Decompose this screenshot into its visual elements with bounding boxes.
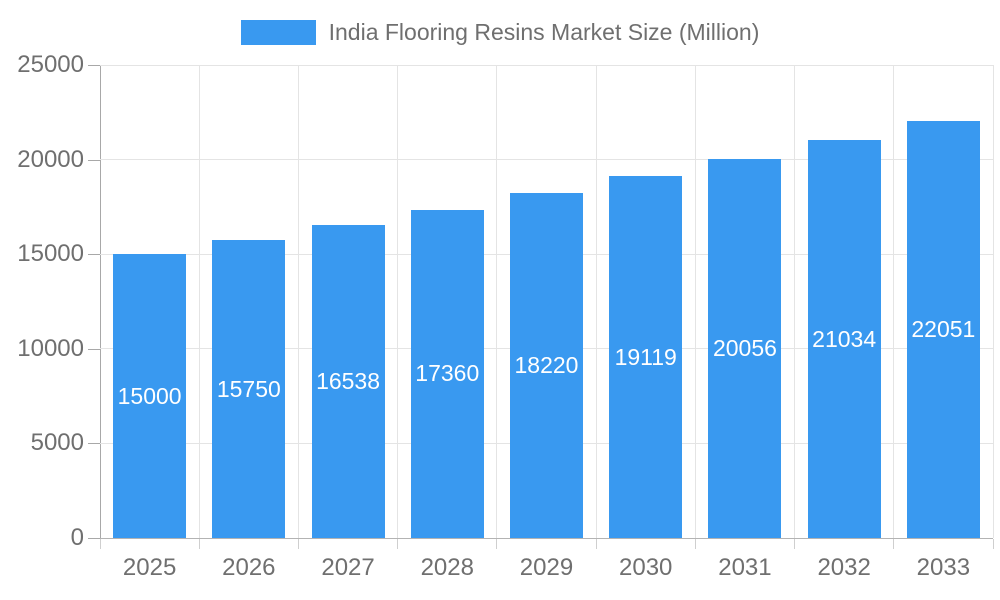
legend-label: India Flooring Resins Market Size (Milli… [328, 19, 760, 45]
y-axis-line [100, 65, 101, 548]
y-tick-10000 [88, 348, 100, 350]
x-axis-label-2028: 2028 [420, 554, 474, 581]
x-tick-3 [397, 539, 399, 549]
x-axis-label-2031: 2031 [718, 554, 772, 581]
x-axis-label-2025: 2025 [122, 554, 177, 581]
y-axis-label-15000: 15000 [17, 240, 84, 268]
bar-2026: 15750 [212, 240, 286, 538]
y-tick-20000 [88, 159, 100, 161]
y-axis-label-0: 0 [70, 524, 84, 551]
x-axis-label-2027: 2027 [321, 554, 375, 581]
plot-area: 15000 15750 16538 17360 18220 19119 20056 21034… [100, 64, 994, 538]
bar-value-label-2029: 18220 [514, 352, 579, 379]
y-tick-0 [88, 538, 100, 539]
x-tick-6 [694, 539, 696, 549]
bar-value-label-2033: 22051 [911, 315, 976, 342]
y-axis-label-5000: 5000 [30, 429, 84, 457]
x-tick-4 [496, 539, 498, 549]
bar-2027: 16538 [311, 225, 385, 538]
bar-value-label-2032: 21034 [812, 325, 877, 352]
y-tick-5000 [88, 443, 100, 445]
x-tick-1 [198, 539, 200, 549]
gridline-x-7 [794, 65, 796, 538]
gridline-x-3 [397, 65, 399, 538]
x-tick-0 [99, 539, 101, 549]
bar-2029: 18220 [510, 193, 583, 538]
x-tick-8 [893, 539, 895, 549]
y-tick-25000 [88, 65, 100, 66]
x-axis-label-2030: 2030 [619, 554, 673, 581]
bar-2033: 22051 [906, 120, 980, 538]
y-axis-label-10000: 10000 [17, 334, 84, 362]
x-axis-label-2033: 2033 [916, 554, 971, 581]
bar-value-label-2027: 16538 [316, 368, 381, 395]
bar-value-label-2030: 19119 [614, 343, 677, 370]
gridline-y-25000 [100, 64, 993, 66]
y-axis-label-25000: 25000 [17, 51, 84, 78]
y-axis-label-20000: 20000 [17, 145, 84, 173]
gridline-x-1 [198, 65, 200, 538]
x-tick-5 [595, 539, 597, 549]
bar-2030: 19119 [609, 176, 683, 538]
chart-legend[interactable]: India Flooring Resins Market Size (Milli… [0, 20, 1000, 45]
gridline-x-5 [595, 65, 597, 538]
bar-value-label-2031: 20056 [712, 334, 777, 361]
bar-2025: 15000 [113, 254, 187, 538]
legend-swatch-icon [240, 20, 316, 45]
x-axis-line [100, 538, 993, 539]
y-tick-15000 [88, 254, 100, 256]
x-axis-label-2032: 2032 [817, 554, 871, 581]
bar-value-label-2026: 15750 [216, 375, 281, 402]
gridline-y-20000 [100, 159, 993, 161]
bar-2031: 20056 [708, 158, 782, 538]
gridline-x-4 [496, 65, 498, 538]
gridline-x-9 [992, 65, 994, 538]
x-tick-9 [992, 539, 994, 549]
bar-2028: 17360 [410, 209, 484, 538]
x-axis-label-2026: 2026 [222, 554, 276, 581]
gridline-x-8 [893, 65, 895, 538]
bar-value-label-2025: 15000 [117, 382, 182, 409]
gridline-x-2 [297, 65, 299, 538]
x-tick-7 [794, 539, 796, 549]
x-tick-2 [297, 539, 299, 549]
bar-2032: 21034 [807, 140, 881, 538]
bar-value-label-2028: 17360 [415, 360, 480, 387]
x-axis-label-2029: 2029 [519, 554, 574, 581]
gridline-x-6 [694, 65, 696, 538]
